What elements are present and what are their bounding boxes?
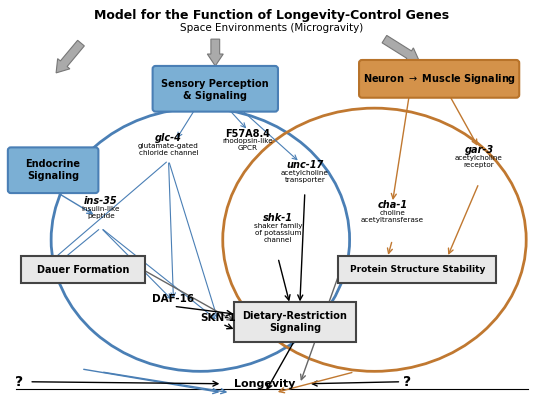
Text: Longevity: Longevity [234,379,296,389]
FancyArrow shape [207,39,223,66]
Text: glc-4: glc-4 [155,134,182,143]
Text: acetylcholine
transporter: acetylcholine transporter [281,170,329,183]
FancyBboxPatch shape [21,256,145,284]
Text: Endocrine
Signaling: Endocrine Signaling [26,160,81,181]
Text: SKN-1: SKN-1 [200,313,236,323]
Text: cha-1: cha-1 [378,200,407,210]
Text: DAF-16: DAF-16 [152,294,195,305]
FancyBboxPatch shape [8,147,98,193]
Text: rhodopsin-like
GPCR: rhodopsin-like GPCR [222,139,274,151]
FancyArrow shape [382,35,419,62]
Text: unc-17: unc-17 [286,160,324,170]
FancyArrow shape [56,40,84,73]
FancyBboxPatch shape [153,66,278,112]
Text: Dietary-Restriction
Signaling: Dietary-Restriction Signaling [243,311,347,333]
Text: Space Environments (Microgravity): Space Environments (Microgravity) [181,23,363,33]
Text: ?: ? [403,375,411,389]
Text: acetylcholine
receptor: acetylcholine receptor [455,156,503,168]
Text: ins-35: ins-35 [84,196,118,206]
Text: ?: ? [15,375,23,389]
FancyBboxPatch shape [338,256,496,284]
Text: Model for the Function of Longevity-Control Genes: Model for the Function of Longevity-Cont… [95,9,449,22]
Text: Protein Structure Stability: Protein Structure Stability [350,265,485,274]
Text: Sensory Perception
& Signaling: Sensory Perception & Signaling [162,79,269,100]
Text: shk-1: shk-1 [263,213,293,223]
Text: Neuron $\rightarrow$ Muscle Signaling: Neuron $\rightarrow$ Muscle Signaling [363,72,516,86]
Text: Dauer Formation: Dauer Formation [37,264,129,275]
Text: choline
acetyltransferase: choline acetyltransferase [361,210,424,223]
FancyBboxPatch shape [234,302,356,342]
Text: glutamate-gated
chloride channel: glutamate-gated chloride channel [138,143,199,156]
Text: insulin-like
peptide: insulin-like peptide [82,206,120,219]
Text: F57A8.4: F57A8.4 [226,128,270,139]
Text: shaker family
of potassium
channel: shaker family of potassium channel [254,223,302,243]
Text: gar-3: gar-3 [465,145,493,156]
FancyBboxPatch shape [359,60,519,98]
